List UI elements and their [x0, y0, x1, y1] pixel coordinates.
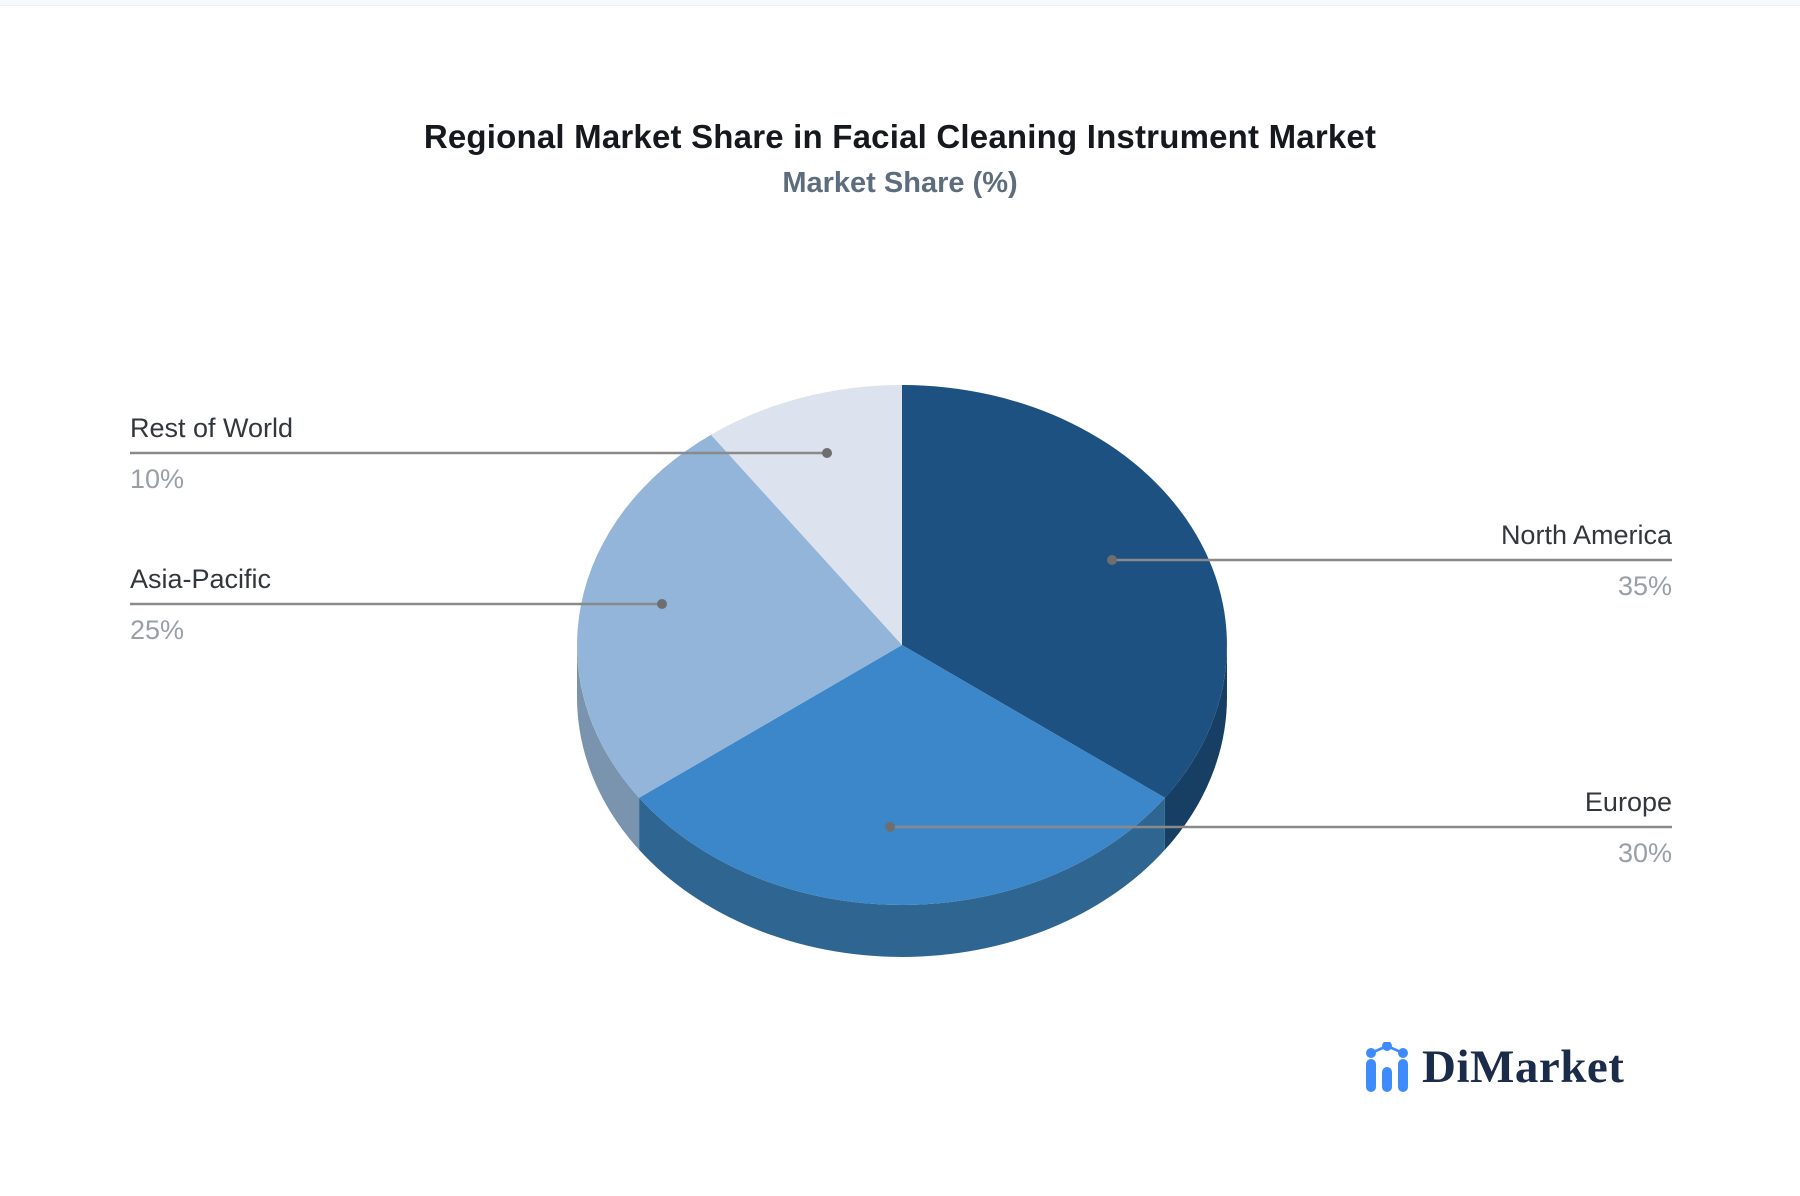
- pie-slice-asia-pacific[interactable]: [577, 434, 902, 798]
- slice-label-north-america: North America: [1500, 520, 1672, 550]
- pie-slice-side-europe: [639, 797, 1165, 957]
- slice-percent-north-america: 35%: [1617, 571, 1672, 601]
- slice-label-europe: Europe: [1584, 787, 1672, 817]
- slice-label-rest-of-world: Rest of World: [130, 413, 294, 443]
- pie-slice-side-north-america: [1164, 645, 1227, 850]
- bar-chart-logo-icon: [1366, 1042, 1408, 1092]
- pie-slice-north-america[interactable]: [902, 385, 1227, 798]
- dimarket-logo: DiMarket: [1366, 1040, 1624, 1092]
- dimarket-logo-text: DiMarket: [1422, 1041, 1625, 1093]
- slice-label-asia-pacific: Asia-Pacific: [130, 564, 272, 594]
- slice-percent-europe: 30%: [1617, 838, 1672, 868]
- leader-dot-europe: [885, 822, 895, 832]
- leader-dot-asia-pacific: [657, 599, 667, 609]
- leader-dot-north-america: [1107, 555, 1117, 565]
- pie-slice-europe[interactable]: [639, 645, 1165, 905]
- chart-subtitle: Market Share (%): [782, 167, 1018, 199]
- pie-slice-rest-of-world[interactable]: [711, 385, 902, 645]
- top-strip: [0, 0, 1800, 6]
- leader-dot-rest-of-world: [822, 448, 832, 458]
- pie-slice-side-asia-pacific: [577, 645, 640, 850]
- chart-title: Regional Market Share in Facial Cleaning…: [423, 118, 1377, 155]
- slice-percent-rest-of-world: 10%: [130, 464, 185, 494]
- slice-percent-asia-pacific: 25%: [130, 615, 185, 645]
